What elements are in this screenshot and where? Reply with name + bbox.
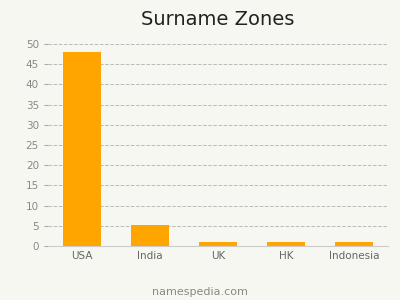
Bar [131,225,169,246]
Title: Surname Zones: Surname Zones [141,10,295,29]
Text: namespedia.com: namespedia.com [152,287,248,297]
Bar [64,52,101,246]
Bar [199,242,237,246]
Bar [267,242,305,246]
Bar [335,242,372,246]
